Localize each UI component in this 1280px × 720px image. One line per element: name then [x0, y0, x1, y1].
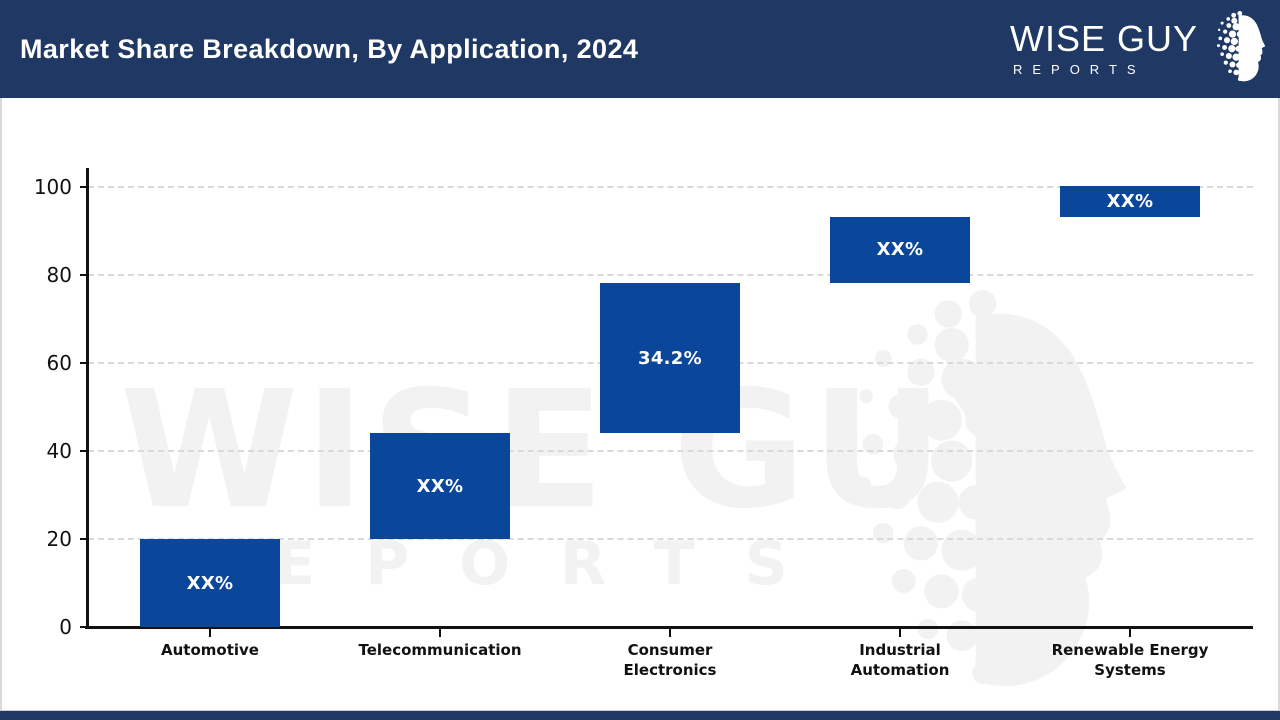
y-axis-line	[86, 168, 89, 629]
gridline-100	[88, 186, 1253, 188]
bar-value-label-4: XX%	[1106, 191, 1154, 212]
x-category-label-3: Industrial Automation	[850, 641, 950, 679]
page-title: Market Share Breakdown, By Application, …	[20, 33, 639, 64]
x-category-label-0: Automotive	[161, 641, 259, 659]
y-tick-label-80: 80	[46, 263, 72, 287]
header-bar: Market Share Breakdown, By Application, …	[0, 0, 1280, 98]
gridline-80	[88, 274, 1253, 276]
bar-2: 34.2%	[600, 282, 740, 434]
y-tick-mark-0	[80, 626, 88, 628]
logo-wordmark: WISE GUY	[1009, 18, 1198, 59]
bar-value-label-3: XX%	[876, 239, 924, 261]
y-tick-label-60: 60	[46, 351, 72, 375]
y-tick-mark-100	[80, 186, 88, 188]
x-tick-mark-1	[439, 629, 441, 637]
gridline-20	[88, 538, 1253, 540]
y-tick-label-0: 0	[59, 615, 72, 639]
x-tick-mark-2	[669, 629, 671, 637]
footer-bar	[0, 711, 1280, 720]
wiseguy-logo: WISE GUY REPORTS	[1010, 11, 1266, 87]
x-tick-mark-4	[1129, 629, 1131, 637]
y-tick-label-20: 20	[46, 527, 72, 551]
bar-0: XX%	[140, 539, 280, 627]
x-category-label-2: Consumer Electronics	[623, 641, 717, 679]
bar-value-label-1: XX%	[416, 475, 464, 497]
y-tick-label-100: 100	[33, 175, 72, 199]
y-tick-mark-40	[80, 450, 88, 452]
bar-value-label-0: XX%	[186, 572, 234, 594]
bar-3: XX%	[830, 216, 970, 283]
x-tick-mark-0	[209, 629, 211, 637]
gridline-40	[88, 450, 1253, 452]
y-tick-mark-60	[80, 362, 88, 364]
x-axis-line	[85, 626, 1253, 629]
bar-value-label-2: 34.2%	[638, 347, 702, 369]
x-category-label-4: Renewable Energy Systems	[1051, 641, 1209, 679]
y-tick-mark-80	[80, 274, 88, 276]
bar-4: XX%	[1060, 186, 1200, 217]
bar-1: XX%	[370, 433, 510, 539]
y-tick-mark-20	[80, 538, 88, 540]
x-tick-mark-3	[899, 629, 901, 637]
logo-text: WISE GUY REPORTS	[1009, 18, 1198, 78]
x-category-label-1: Telecommunication	[358, 641, 522, 659]
y-tick-label-40: 40	[46, 439, 72, 463]
logo-subtext: REPORTS	[1012, 62, 1146, 77]
